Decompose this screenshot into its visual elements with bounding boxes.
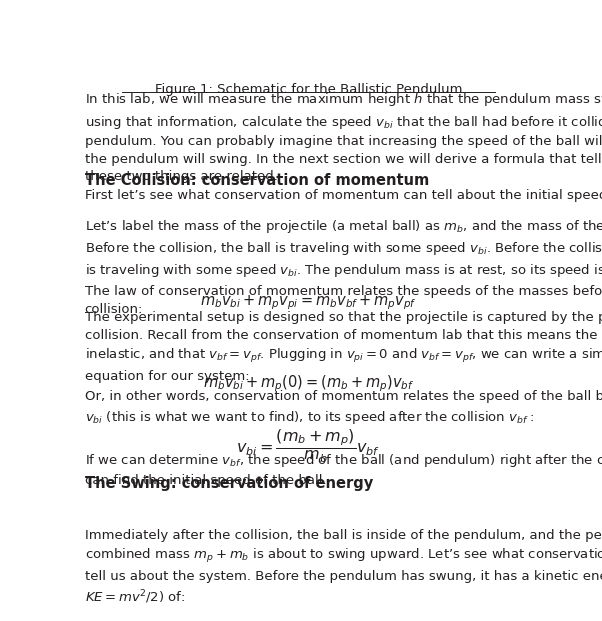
Text: Or, in other words, conservation of momentum relates the speed of the ball befor: Or, in other words, conservation of mome… <box>84 390 602 425</box>
Text: The Swing: conservation of energy: The Swing: conservation of energy <box>84 476 373 491</box>
Text: The Collision: conservation of momentum: The Collision: conservation of momentum <box>84 173 429 188</box>
Text: $m_b v_{bi} + m_p v_{pi} = m_b v_{bf} + m_p v_{pf}$: $m_b v_{bi} + m_p v_{pi} = m_b v_{bf} + … <box>200 293 417 312</box>
Text: If we can determine $v_{bf}$, the speed of the ball (and pendulum) right after t: If we can determine $v_{bf}$, the speed … <box>84 452 602 487</box>
Text: Immediately after the collision, the ball is inside of the pendulum, and the pen: Immediately after the collision, the bal… <box>84 529 602 606</box>
Text: $m_b v_{bi} + m_p(0) = (m_b + m_p)v_{bf}$: $m_b v_{bi} + m_p(0) = (m_b + m_p)v_{bf}… <box>203 373 414 394</box>
Text: In this lab, we will measure the maximum height $h$ that the pendulum mass swing: In this lab, we will measure the maximum… <box>84 91 602 183</box>
Text: The experimental setup is designed so that the projectile is captured by the pen: The experimental setup is designed so th… <box>84 311 602 383</box>
Text: $v_{bi} = \dfrac{(m_b + m_p)}{m_b} v_{bf}$: $v_{bi} = \dfrac{(m_b + m_p)}{m_b} v_{bf… <box>237 427 380 465</box>
Text: First let’s see what conservation of momentum can tell about the initial speed o: First let’s see what conservation of mom… <box>84 189 602 202</box>
Text: Figure 1: Schematic for the Ballistic Pendulum: Figure 1: Schematic for the Ballistic Pe… <box>155 83 462 96</box>
Text: Let’s label the mass of the projectile (a metal ball) as $m_b$, and the mass of : Let’s label the mass of the projectile (… <box>84 218 602 315</box>
